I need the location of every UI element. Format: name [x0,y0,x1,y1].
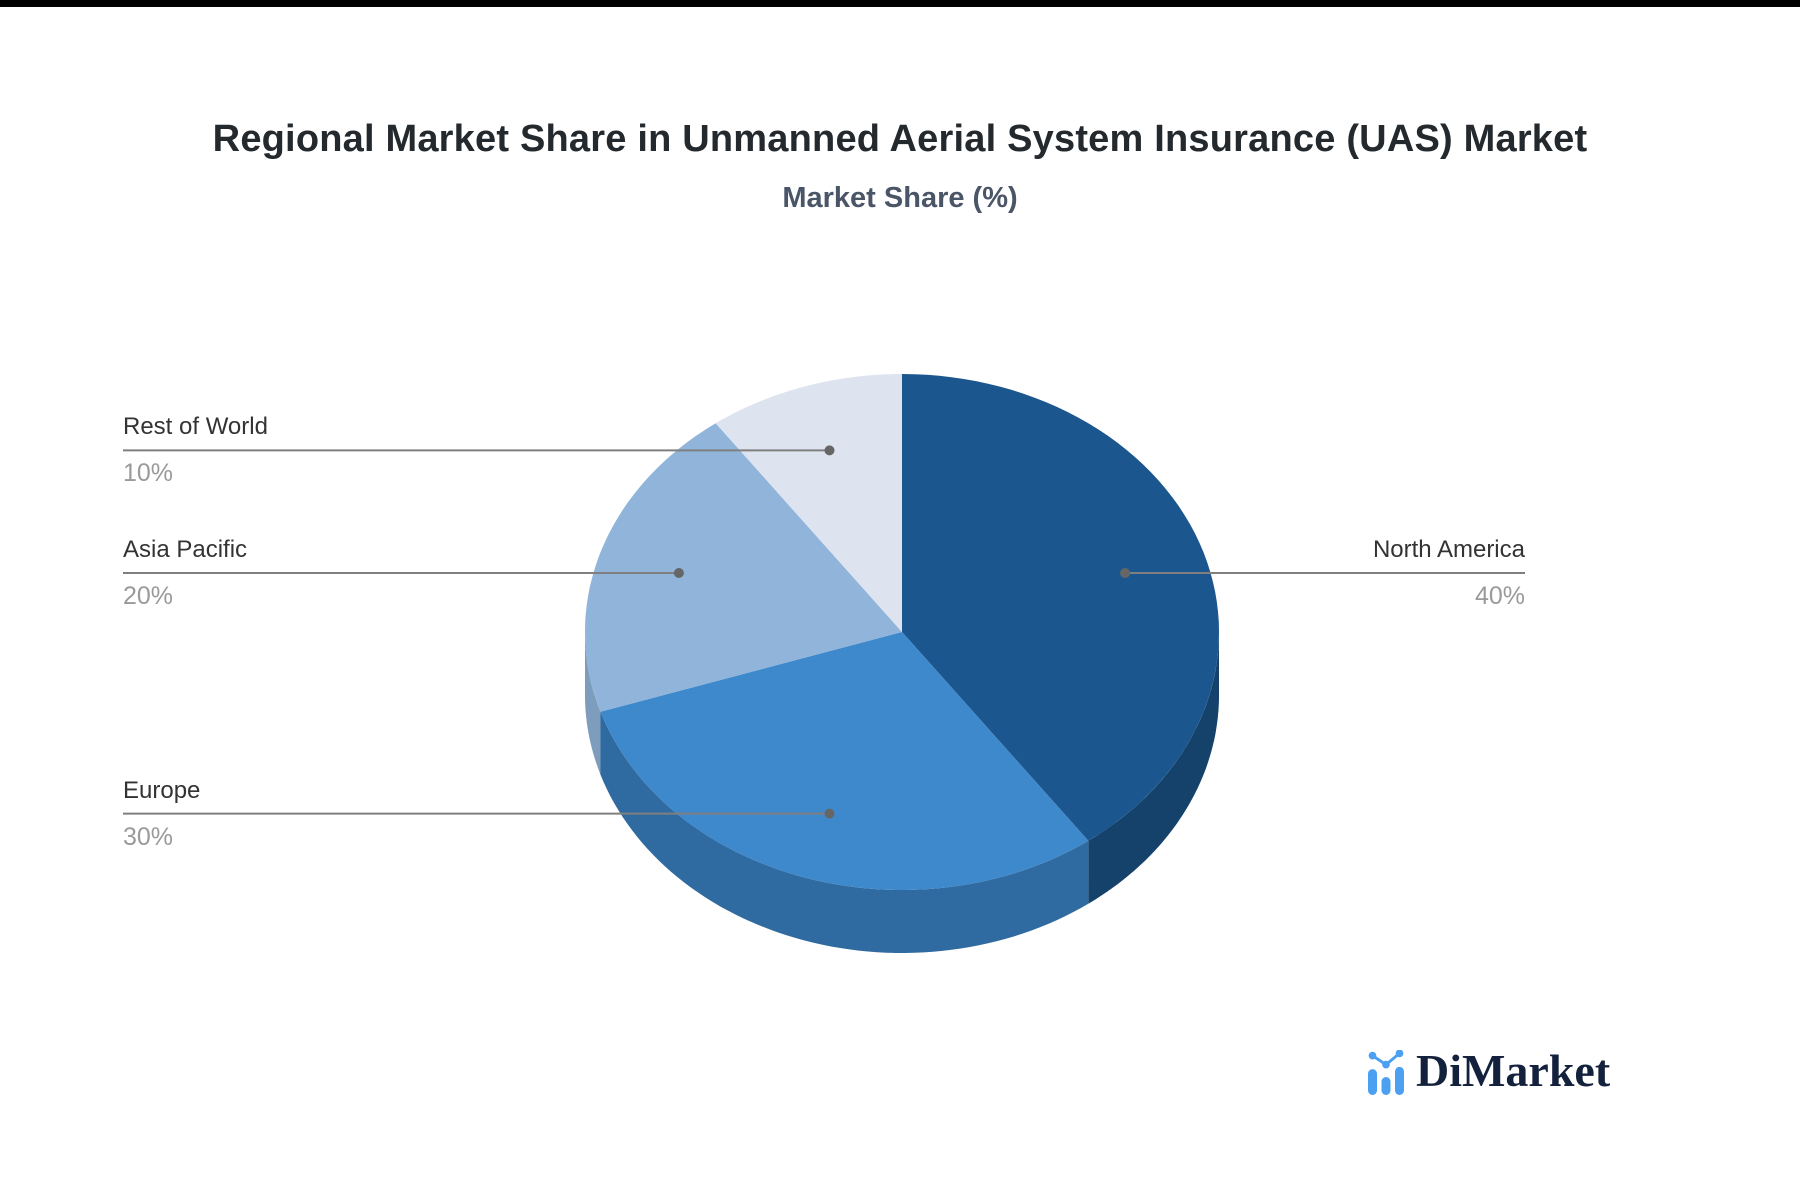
pie-slice-europe [600,632,1089,890]
pie-slice-side-asia-pacific [585,632,601,775]
pie-slice-side-north-america [1088,632,1219,904]
callout-label-north-america: North America [1372,536,1525,563]
callout-value-europe: 30% [123,822,174,851]
callout-value-north-america: 40% [1474,582,1525,610]
pie-slice-asia-pacific [585,423,902,712]
callout-dot-rest-of-world [824,445,835,456]
callout-dot-asia-pacific [673,568,684,578]
brand-name: DiMarket [1416,1045,1611,1096]
callout-label-rest-of-world: Rest of World [123,413,268,441]
pie-slice-north-america [902,374,1219,841]
brand-logo: DiMarket [1368,1043,1610,1095]
pie-slice-rest-of-world [715,374,902,632]
chart-title: Regional Market Share in Unmanned Aerial… [212,118,1588,160]
callout-label-asia-pacific: Asia Pacific [123,536,248,563]
callout-dot-north-america [1120,568,1131,578]
callout-label-europe: Europe [123,776,201,804]
pie-slice-side-europe [600,711,1089,953]
chart-subtitle: Market Share (%) [782,182,1018,214]
callout-dot-europe [824,808,835,819]
top-border-bar [0,0,1800,7]
callout-value-asia-pacific: 20% [123,582,174,610]
bar-line-chart-icon [1368,1050,1404,1095]
callout-value-rest-of-world: 10% [123,459,174,488]
